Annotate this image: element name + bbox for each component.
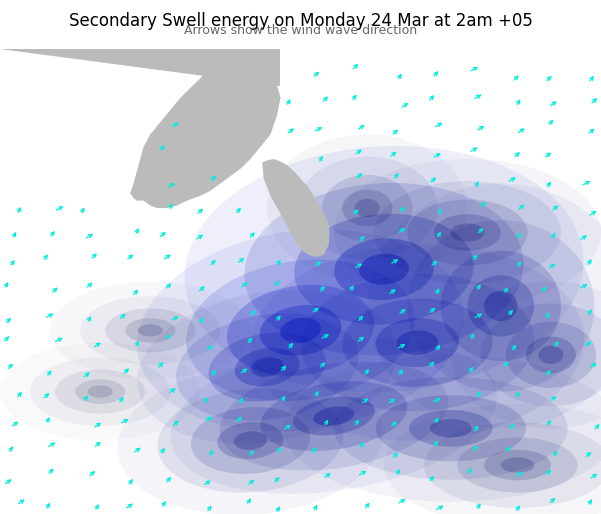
Ellipse shape (501, 457, 534, 473)
Ellipse shape (355, 199, 380, 217)
Ellipse shape (457, 437, 578, 492)
Ellipse shape (251, 245, 584, 441)
Ellipse shape (294, 214, 474, 325)
Ellipse shape (75, 379, 125, 404)
Ellipse shape (468, 276, 534, 337)
Ellipse shape (484, 290, 517, 321)
Ellipse shape (125, 318, 175, 343)
Ellipse shape (176, 314, 358, 421)
Ellipse shape (234, 431, 267, 450)
Ellipse shape (157, 389, 343, 492)
Ellipse shape (314, 407, 355, 426)
Ellipse shape (506, 322, 596, 388)
Polygon shape (262, 159, 329, 257)
Ellipse shape (451, 223, 484, 242)
Ellipse shape (217, 422, 284, 459)
Ellipse shape (376, 318, 459, 367)
Ellipse shape (251, 358, 284, 377)
Ellipse shape (334, 238, 434, 300)
Ellipse shape (80, 296, 221, 364)
Ellipse shape (407, 220, 594, 392)
Ellipse shape (343, 299, 492, 387)
Ellipse shape (105, 308, 195, 353)
Ellipse shape (359, 254, 409, 285)
Ellipse shape (322, 175, 412, 241)
Ellipse shape (407, 199, 528, 266)
Text: Arrows show the wind wave direction: Arrows show the wind wave direction (184, 24, 417, 36)
Ellipse shape (376, 395, 526, 462)
Ellipse shape (409, 410, 492, 447)
Polygon shape (0, 0, 281, 85)
Polygon shape (130, 56, 281, 208)
Ellipse shape (280, 318, 321, 343)
Ellipse shape (137, 290, 397, 444)
Ellipse shape (260, 381, 407, 451)
Ellipse shape (191, 407, 310, 474)
Ellipse shape (234, 348, 300, 387)
Ellipse shape (367, 183, 601, 428)
Ellipse shape (138, 324, 163, 337)
Ellipse shape (526, 337, 576, 373)
Ellipse shape (342, 190, 392, 226)
Ellipse shape (219, 362, 448, 470)
Ellipse shape (397, 331, 438, 355)
Ellipse shape (88, 386, 112, 398)
Ellipse shape (137, 229, 464, 431)
Ellipse shape (171, 338, 497, 494)
Ellipse shape (185, 146, 584, 392)
Ellipse shape (430, 419, 472, 437)
Ellipse shape (300, 274, 534, 411)
Ellipse shape (441, 251, 561, 361)
Ellipse shape (297, 157, 438, 260)
Ellipse shape (209, 333, 326, 401)
Ellipse shape (55, 370, 145, 414)
Ellipse shape (334, 377, 567, 480)
Ellipse shape (186, 260, 415, 401)
Ellipse shape (245, 183, 523, 355)
Ellipse shape (481, 303, 601, 406)
Text: Secondary Swell energy on Monday 24 Mar at 2am +05: Secondary Swell energy on Monday 24 Mar … (69, 12, 532, 30)
Ellipse shape (374, 181, 561, 284)
Ellipse shape (260, 305, 341, 356)
Ellipse shape (293, 397, 374, 435)
Ellipse shape (424, 422, 601, 508)
Ellipse shape (538, 346, 564, 364)
Ellipse shape (434, 214, 501, 251)
Ellipse shape (484, 450, 551, 481)
Ellipse shape (227, 285, 374, 376)
